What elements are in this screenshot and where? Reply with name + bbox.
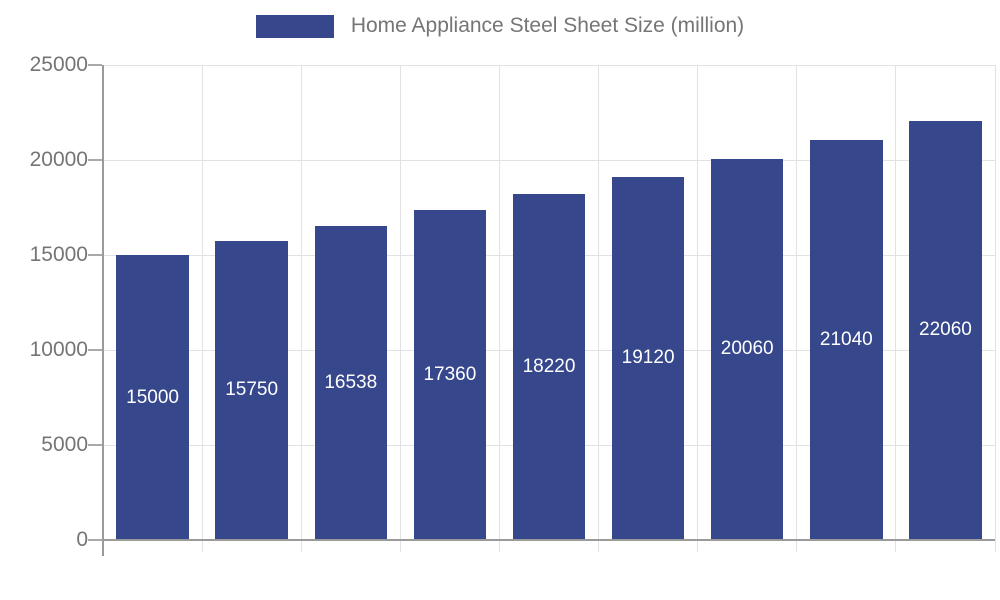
bar-value-label: 18220 [522, 355, 576, 377]
bar-value-label: 15000 [126, 386, 179, 408]
bar-2032[interactable]: 21040 [810, 140, 883, 540]
bar-2029[interactable]: 18220 [512, 193, 586, 540]
gridline-vertical [994, 65, 996, 552]
y-axis-tick [88, 159, 102, 161]
y-axis-tick-label: 10000 [29, 338, 88, 361]
y-axis-tick [88, 254, 102, 256]
bar-2033[interactable]: 22060 [909, 120, 982, 540]
gridline-horizontal [103, 64, 995, 66]
gridline-vertical [498, 65, 500, 552]
y-axis-tick-label: 15000 [29, 243, 88, 266]
bar-value-label: 15750 [225, 379, 279, 401]
bar-value-label: 21040 [819, 329, 873, 351]
legend[interactable]: Home Appliance Steel Sheet Size (million… [0, 14, 1000, 38]
y-axis-tick [88, 444, 102, 446]
plot-area: 0500010000150002000025000150002025157502… [30, 53, 996, 556]
y-axis-tick [88, 349, 102, 351]
gridline-horizontal [103, 159, 995, 161]
gridline-vertical [201, 65, 203, 552]
bar-value-label: 16538 [324, 371, 378, 393]
gridline-vertical [697, 65, 699, 552]
gridline-vertical [598, 65, 600, 552]
y-axis-tick [88, 539, 102, 541]
gridline-vertical [300, 65, 302, 552]
bar-2028[interactable]: 17360 [413, 210, 487, 540]
gridline-vertical [895, 65, 897, 552]
bar-2031[interactable]: 20060 [711, 158, 784, 540]
bar-2025[interactable]: 15000 [116, 255, 189, 540]
bar-value-label: 22060 [919, 319, 972, 341]
y-axis-tick-label: 0 [76, 528, 88, 551]
x-axis-line [103, 539, 995, 541]
bar-value-label: 20060 [720, 338, 774, 360]
bar-2030[interactable]: 19120 [611, 176, 685, 540]
y-axis-tick-label: 20000 [29, 148, 88, 171]
y-axis-tick-label: 5000 [41, 433, 88, 456]
legend-label: Home Appliance Steel Sheet Size (million… [350, 14, 745, 37]
y-axis-line [102, 65, 104, 556]
bar-value-label: 17360 [423, 364, 477, 386]
bar-2027[interactable]: 16538 [314, 225, 387, 540]
bar-value-label: 19120 [621, 347, 675, 369]
legend-swatch-icon [255, 14, 334, 38]
bar-2026[interactable]: 15750 [215, 240, 288, 540]
gridline-vertical [796, 65, 798, 552]
y-axis-tick [88, 64, 102, 66]
y-axis-tick-label: 25000 [29, 53, 88, 76]
gridline-vertical [399, 65, 401, 552]
